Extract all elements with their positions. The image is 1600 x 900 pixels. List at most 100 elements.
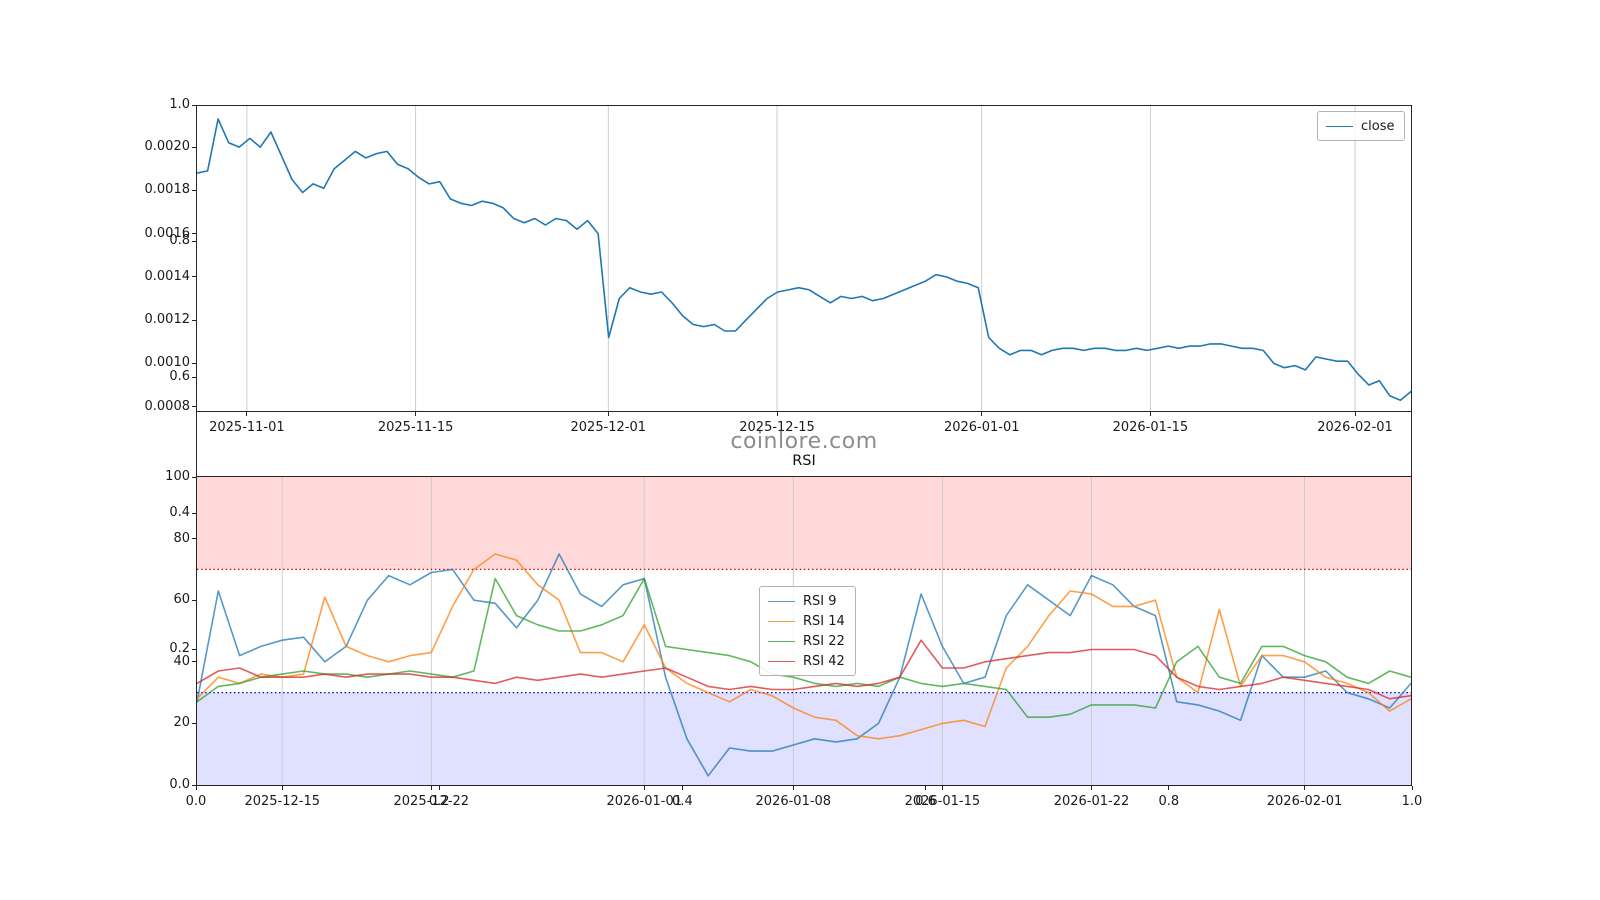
x-tick-label: 2026-01-01 [606, 794, 683, 809]
tick-mark [192, 661, 196, 663]
legend-entry-close: close [1326, 116, 1394, 136]
tick-mark [192, 538, 196, 540]
series-line-close [197, 118, 1411, 402]
tick-mark [192, 476, 196, 478]
tick-mark [192, 512, 196, 514]
tick-mark [941, 786, 943, 790]
tick-mark [607, 412, 609, 416]
x-tick-label: 2026-02-01 [1266, 794, 1343, 809]
legend-line-sample [768, 640, 795, 642]
tick-mark [192, 319, 196, 321]
y-tick-label: 80 [173, 530, 190, 546]
tick-mark [192, 376, 196, 378]
tick-mark [438, 786, 440, 790]
overlay-x-tick-label: 0.4 [672, 794, 693, 809]
legend-entry-rsi-9: RSI 9 [768, 591, 845, 611]
legend-label: RSI 42 [803, 653, 845, 669]
y-tick-label: 40 [173, 653, 190, 669]
y-tick-label: 0.0016 [144, 225, 191, 241]
overlay-y-tick-label: 0.0 [169, 777, 190, 792]
series-line-rsi-22 [197, 577, 1411, 718]
tick-mark [192, 189, 196, 191]
tick-mark [192, 362, 196, 364]
legend-line-sample [768, 600, 795, 602]
overlay-x-tick-label: 0.2 [428, 794, 450, 809]
tick-mark [246, 412, 248, 416]
tick-mark [981, 412, 983, 416]
tick-mark [1304, 786, 1306, 790]
y-tick-label: 100 [165, 469, 190, 484]
legend-label: RSI 22 [803, 633, 845, 649]
y-tick-label: 0.0010 [144, 355, 191, 371]
x-tick-label: 2026-01-08 [755, 794, 832, 809]
overlay-y-tick-label: 0.4 [169, 505, 190, 520]
rsi-plot-title: RSI [792, 453, 816, 469]
tick-mark [681, 786, 683, 790]
series-line-rsi-14 [197, 553, 1411, 740]
overlay-y-tick-label: 0.2 [169, 641, 190, 656]
tick-mark [192, 233, 196, 235]
x-tick-label: 2026-01-01 [943, 420, 1020, 435]
tick-mark [1090, 786, 1092, 790]
tick-mark [192, 276, 196, 278]
legend-label: RSI 9 [803, 593, 837, 609]
tick-mark [415, 412, 417, 416]
y-tick-label: 0.0008 [144, 398, 191, 414]
tick-mark [1168, 786, 1170, 790]
series-line-rsi-9 [197, 553, 1411, 777]
tick-mark [1149, 412, 1151, 416]
legend-entry-rsi-22: RSI 22 [768, 631, 845, 651]
tick-mark [1411, 786, 1413, 790]
series-line-rsi-42 [197, 639, 1411, 700]
y-tick-label: 0.0012 [144, 312, 191, 328]
overlay-x-tick-label: 1.0 [1401, 794, 1423, 809]
tick-mark [192, 784, 196, 786]
rsi-legend: RSI 9 RSI 14 RSI 22 RSI 42 [759, 586, 856, 676]
price-legend: close [1317, 111, 1406, 141]
x-tick-label: 2025-12-15 [739, 420, 815, 435]
tick-mark [643, 786, 645, 790]
legend-entry-rsi-14: RSI 14 [768, 611, 845, 631]
x-tick-label: 2025-11-15 [377, 420, 454, 435]
legend-label: close [1361, 118, 1395, 134]
x-tick-label: 2026-01-15 [904, 794, 981, 809]
watermark: coinlore.com [730, 429, 878, 454]
legend-entry-rsi-42: RSI 42 [768, 651, 845, 671]
x-tick-label: 2025-11-01 [209, 420, 285, 435]
x-tick-label: 2025-12-22 [393, 794, 470, 809]
y-tick-label: 0.0018 [144, 182, 191, 198]
overlay-y-tick-label: 1.0 [169, 97, 190, 112]
y-tick-label: 60 [173, 592, 190, 608]
tick-mark [192, 146, 196, 148]
x-tick-label: 2025-12-01 [570, 420, 647, 435]
tick-mark [192, 599, 196, 601]
tick-mark [925, 786, 927, 790]
x-tick-label: 2026-02-01 [1317, 420, 1393, 435]
price-plot-area [196, 105, 1412, 412]
overlay-y-tick-label: 0.8 [169, 233, 190, 248]
x-tick-label: 2026-01-22 [1053, 794, 1130, 809]
tick-mark [430, 786, 432, 790]
legend-line-sample [768, 620, 795, 622]
legend-line-sample [768, 660, 795, 662]
legend-line-sample [1326, 125, 1353, 127]
tick-mark [192, 240, 196, 242]
overlay-x-tick-label: 0.0 [185, 794, 207, 809]
overlay-y-tick-label: 0.6 [169, 369, 190, 384]
tick-mark [792, 786, 794, 790]
y-tick-label: 0.0020 [144, 139, 191, 155]
y-tick-label: 0.0014 [144, 268, 191, 284]
tick-mark [192, 406, 196, 408]
tick-mark [776, 412, 778, 416]
y-tick-label: 20 [173, 715, 190, 731]
x-tick-label: 2025-12-15 [244, 794, 320, 809]
legend-label: RSI 14 [803, 613, 845, 629]
tick-mark [195, 786, 197, 790]
tick-mark [192, 104, 196, 106]
x-tick-label: 2026-01-15 [1112, 420, 1189, 435]
overlay-x-tick-label: 0.8 [1158, 794, 1180, 809]
tick-mark [1354, 412, 1356, 416]
tick-mark [192, 722, 196, 724]
tick-mark [192, 648, 196, 650]
